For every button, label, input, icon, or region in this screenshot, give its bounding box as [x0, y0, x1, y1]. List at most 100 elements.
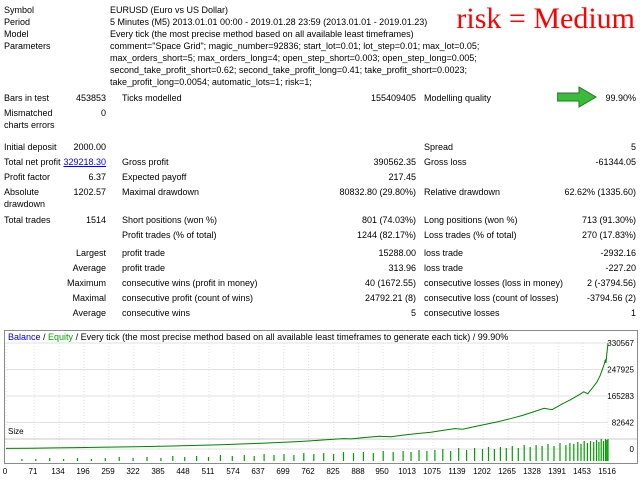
- size-bar: [499, 447, 501, 461]
- size-bar: [487, 447, 490, 461]
- stat-value: 24792.21 (8): [364, 293, 416, 303]
- stat-value: 1: [630, 308, 636, 318]
- size-bar: [146, 457, 148, 461]
- stat-label: Profit trades (% of total): [122, 230, 217, 240]
- info-label: Model: [4, 29, 29, 39]
- stat-row: Profit factor 6.37 Expected payoff 217.45: [4, 171, 636, 186]
- size-bar: [466, 450, 468, 461]
- stat-label: Bars in test: [4, 93, 50, 103]
- stat-value: 453853: [75, 93, 106, 103]
- size-bar: [474, 448, 476, 461]
- legend-balance: Balance: [8, 332, 41, 342]
- size-bar: [493, 449, 495, 461]
- total-net-profit-link[interactable]: 329218.30: [63, 157, 106, 167]
- stat-col1: Absolute drawdown 1202.57: [4, 186, 112, 210]
- size-bar: [342, 452, 345, 461]
- stat-row: Average profit trade 313.96 loss trade -227.…: [4, 262, 636, 277]
- legend-separator: /: [73, 332, 81, 342]
- stat-label: consecutive losses (loss in money): [424, 278, 564, 288]
- stat-col1: Average: [72, 263, 106, 273]
- balance-chart: Balance / Equity / Every tick (the most …: [4, 330, 638, 464]
- size-bar: [547, 444, 549, 461]
- size-bar: [529, 447, 531, 461]
- stat-label: Gross loss: [424, 157, 467, 167]
- size-bar: [172, 456, 174, 461]
- x-tick-label: 1013: [398, 467, 416, 476]
- stat-row: Largest profit trade 15288.00 loss trade -29…: [4, 247, 636, 262]
- info-value: Every tick (the most precise method base…: [110, 29, 414, 39]
- size-bar: [573, 444, 575, 461]
- x-tick-label: 574: [226, 467, 240, 476]
- y-tick-label: 165283: [607, 392, 634, 401]
- stat-value: -2932.16: [600, 248, 636, 258]
- stat-label: consecutive losses: [424, 308, 500, 318]
- stat-label: Maximal drawdown: [122, 187, 200, 197]
- x-tick-label: 888: [351, 467, 365, 476]
- stat-label: Gross profit: [122, 157, 169, 167]
- stat-col1: Maximal: [72, 293, 106, 303]
- stat-label: Spread: [424, 142, 454, 152]
- stat-value: 5: [410, 308, 416, 318]
- size-bar: [434, 450, 436, 461]
- stat-label: loss trade: [424, 248, 464, 258]
- stat-col1: Initial deposit 2000.00: [4, 141, 112, 153]
- size-bar: [132, 458, 134, 461]
- stat-value: 217.45: [388, 172, 416, 182]
- stat-label: profit trade: [122, 248, 166, 258]
- stat-value: 390562.35: [373, 157, 416, 167]
- y-tick-label: 82642: [612, 419, 635, 428]
- stat-value: -227.20: [605, 263, 636, 273]
- size-bar: [598, 442, 600, 461]
- info-value: 5 Minutes (M5) 2013.01.01 00:00 - 2019.0…: [110, 17, 428, 27]
- stat-value: 62.62% (1335.60): [564, 187, 636, 197]
- x-tick-label: 0: [2, 467, 8, 476]
- size-bar: [481, 449, 484, 461]
- stat-value: 1244 (82.17%): [356, 230, 416, 240]
- stat-value: 6.37: [88, 172, 106, 182]
- stat-label: consecutive loss (count of losses): [424, 293, 559, 303]
- stat-col1: Largest: [75, 248, 106, 258]
- x-tick-label: 699: [276, 467, 290, 476]
- x-tick-label: 1391: [548, 467, 566, 476]
- report-info-section: Symbol EURUSD (Euro vs US Dollar) Period…: [4, 4, 636, 88]
- size-bar: [589, 441, 592, 461]
- info-value: comment="Space Grid"; magic_number=92836…: [110, 41, 480, 87]
- size-bar: [207, 457, 210, 461]
- stat-value: 80832.80 (29.80%): [339, 187, 416, 197]
- stat-row: Average consecutive wins 5 consecutive loss…: [4, 307, 636, 322]
- size-bar: [541, 446, 543, 461]
- size-bar: [593, 442, 595, 461]
- y-tick-label: 0: [630, 445, 635, 454]
- size-bar: [63, 459, 65, 461]
- stat-row: Maximum consecutive wins (profit in money…: [4, 277, 636, 292]
- x-tick-label: 762: [301, 467, 315, 476]
- x-tick-label: 196: [76, 467, 90, 476]
- stat-value: 0: [100, 108, 106, 118]
- x-tick-label: 1265: [498, 467, 516, 476]
- size-bar: [426, 451, 428, 461]
- size-bar: [231, 456, 233, 461]
- stat-label: consecutive wins: [122, 308, 191, 318]
- size-bar: [511, 446, 513, 461]
- size-bar: [104, 458, 106, 461]
- size-bar: [21, 459, 23, 461]
- size-bar: [333, 454, 335, 461]
- size-bar: [372, 453, 374, 461]
- stat-row: Total trades 1514 Short positions (won %) 8…: [4, 214, 636, 229]
- stat-label: Short positions (won %): [122, 215, 218, 225]
- stat-label: loss trade: [424, 263, 464, 273]
- stat-label: consecutive profit (count of wins): [122, 293, 254, 303]
- stat-value: 15288.00: [378, 248, 416, 258]
- stat-label: Long positions (won %): [424, 215, 518, 225]
- size-bar: [606, 440, 608, 461]
- y-tick-label: 330567: [607, 339, 634, 348]
- x-tick-label: 1453: [573, 467, 591, 476]
- size-bar: [283, 454, 285, 461]
- stat-row: Initial deposit 2000.00 Spread 5: [4, 141, 636, 156]
- x-tick-label: 1516: [598, 467, 616, 476]
- stat-col1: Mismatched charts errors 0: [4, 107, 112, 131]
- balance-curve: [5, 342, 609, 449]
- stat-col1: Maximum: [66, 278, 106, 288]
- x-tick-label: 259: [101, 467, 115, 476]
- risk-annotation: risk = Medium: [456, 2, 635, 35]
